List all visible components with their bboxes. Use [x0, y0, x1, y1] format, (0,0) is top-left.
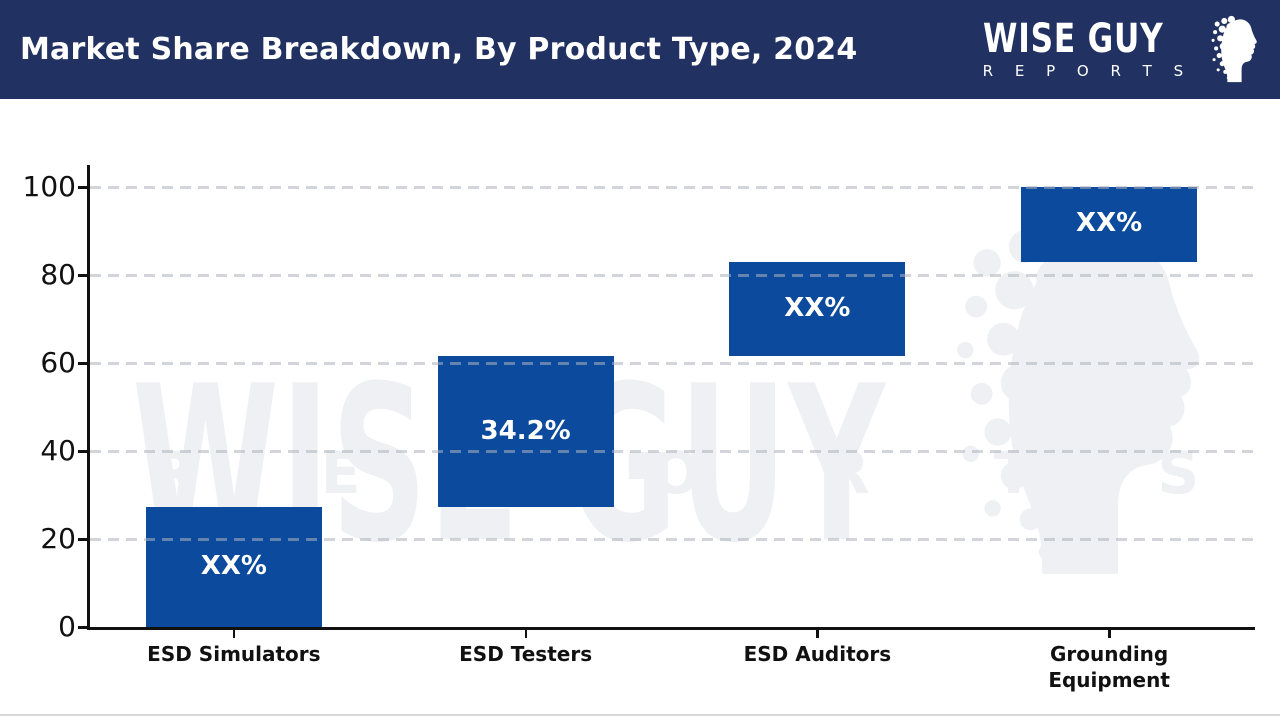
y-axis-line: [87, 165, 90, 628]
bar-segment: [145, 506, 322, 627]
logo-subtext: R E P O R T S: [982, 62, 1192, 80]
bar-segment: [729, 261, 906, 357]
y-tick: [78, 626, 87, 629]
bar-value-label: 34.2%: [480, 415, 571, 446]
y-tick-label: 0: [58, 610, 76, 643]
x-category-label: ESD Simulators: [147, 642, 321, 666]
bar-value-label: XX%: [1076, 208, 1143, 239]
bar-segment: [437, 356, 614, 507]
x-category-label: Grounding Equipment: [1048, 642, 1170, 692]
gridline: [90, 362, 1255, 365]
logo-wordmark: WISE GUY: [982, 16, 1164, 62]
x-tick: [816, 629, 819, 638]
wiseguy-logo: WISE GUY R E P O R T S: [983, 13, 1280, 87]
logo-head-icon: [1211, 15, 1257, 82]
gridline: [90, 538, 1255, 541]
x-tick: [1108, 629, 1111, 638]
header: Market Share Breakdown, By Product Type,…: [0, 0, 1280, 99]
y-tick-label: 60: [40, 346, 76, 379]
bar-value-label: XX%: [784, 293, 851, 324]
x-tick: [232, 629, 236, 638]
gridline: [90, 450, 1255, 453]
x-axis-line: [87, 627, 1255, 630]
chart-title: Market Share Breakdown, By Product Type,…: [20, 32, 858, 67]
y-tick-label: 20: [40, 522, 76, 555]
y-tick-label: 40: [40, 434, 76, 467]
bottom-rule: [0, 714, 1280, 716]
x-tick: [524, 629, 528, 638]
logo-text: WISE GUY R E P O R T S: [983, 19, 1214, 80]
y-tick: [78, 538, 87, 541]
y-tick-label: 100: [22, 170, 76, 203]
x-category-label: ESD Auditors: [743, 642, 892, 666]
gridline: [90, 186, 1255, 189]
gridline: [90, 274, 1255, 277]
bar-segment: [1021, 187, 1198, 262]
bar-value-label: XX%: [200, 550, 267, 581]
y-tick-label: 80: [40, 258, 76, 291]
y-tick: [78, 362, 87, 365]
y-tick: [78, 186, 87, 189]
y-tick: [78, 450, 87, 453]
x-category-label: ESD Testers: [459, 642, 593, 666]
y-tick: [78, 274, 87, 277]
plot-area: WISE GUY R E P O R T S 0 20 40 60 80 100 XX% ES…: [0, 99, 1280, 714]
